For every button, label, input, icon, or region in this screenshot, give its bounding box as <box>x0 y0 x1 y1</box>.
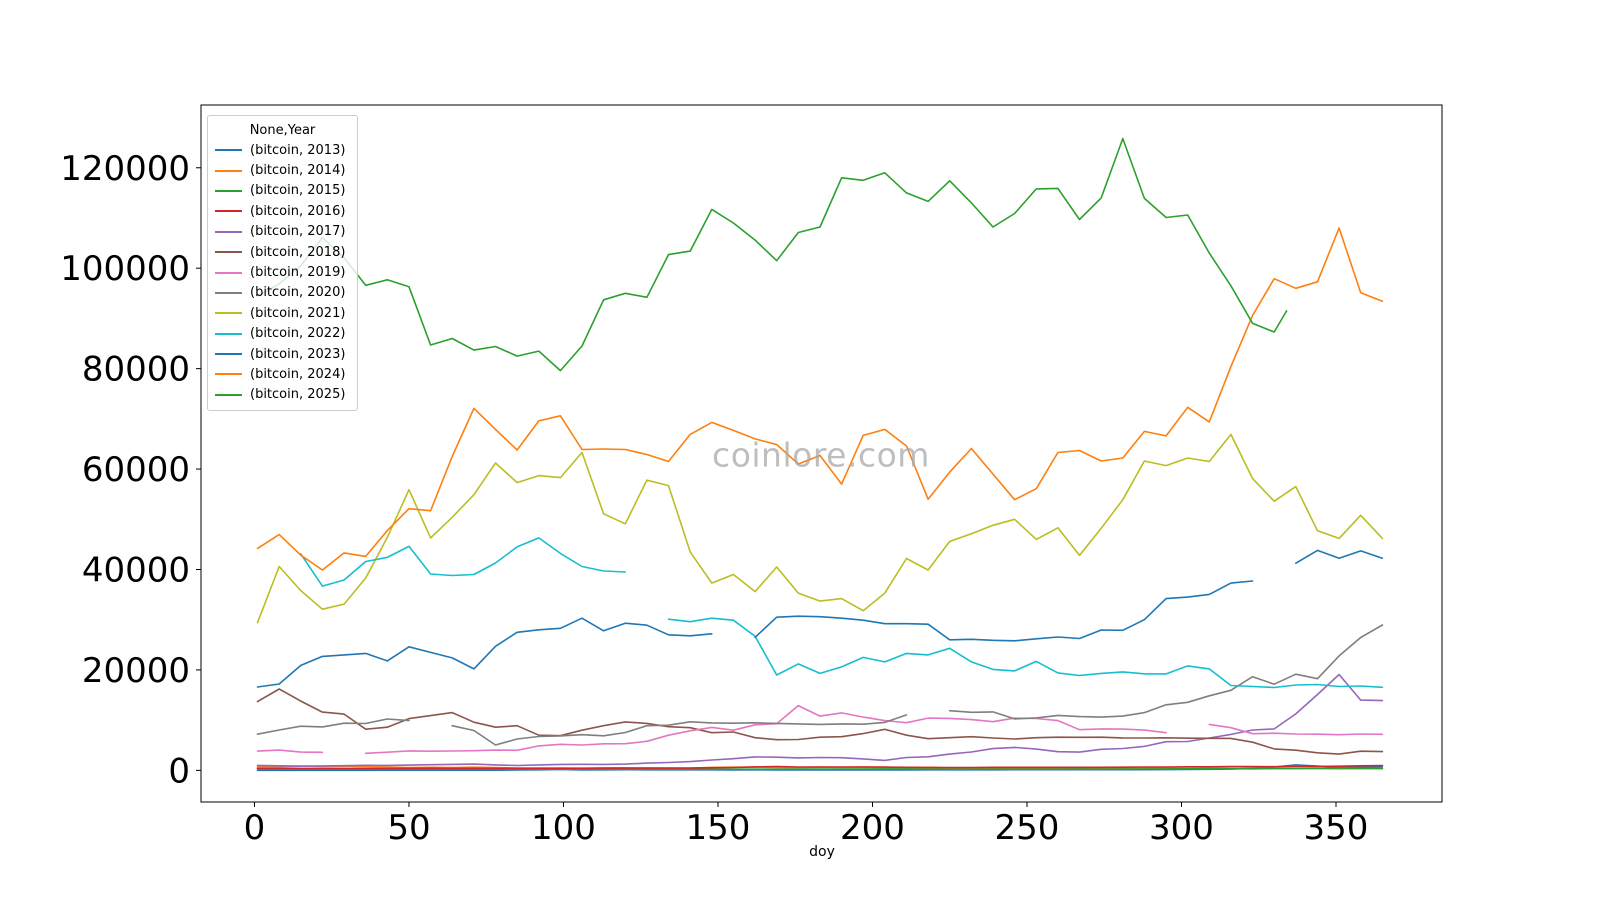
x-tick-label-350: 350 <box>1304 808 1369 848</box>
legend-line-swatch-2015 <box>215 189 242 192</box>
plot-area-border <box>200 104 1443 803</box>
legend-label-2024: (bitcoin, 2024) <box>250 366 346 382</box>
series-line-2018 <box>256 688 1384 755</box>
y-tick-label-0: 0 <box>168 751 190 791</box>
legend-label-2020: (bitcoin, 2020) <box>250 285 346 301</box>
x-tick-label-50: 50 <box>387 808 430 848</box>
legend-label-2025: (bitcoin, 2025) <box>250 387 346 403</box>
legend-label-2023: (bitcoin, 2023) <box>250 346 346 362</box>
legend-item-2025: (bitcoin, 2025) <box>214 385 351 405</box>
legend-label-2015: (bitcoin, 2015) <box>250 183 346 199</box>
legend-label-2016: (bitcoin, 2016) <box>250 203 346 219</box>
series-line-2016 <box>256 764 1384 770</box>
legend-line-swatch-2017 <box>215 230 242 233</box>
series-line-2024 <box>256 227 1384 571</box>
y-tick-label-20000: 20000 <box>82 651 190 691</box>
x-tick-label-0: 0 <box>244 808 266 848</box>
legend-label-2019: (bitcoin, 2019) <box>250 265 346 281</box>
legend-item-2014: (bitcoin, 2014) <box>214 160 351 180</box>
x-tick-label-300: 300 <box>1149 808 1214 848</box>
legend-line-swatch-2013 <box>215 149 242 152</box>
y-tick-label-100000: 100000 <box>60 249 190 289</box>
legend-item-2020: (bitcoin, 2020) <box>214 283 351 303</box>
legend-items: (bitcoin, 2013) (bitcoin, 2014) (bitcoin, … <box>214 140 351 405</box>
series-line-2023 <box>256 549 1384 688</box>
y-tick-label-40000: 40000 <box>82 550 190 590</box>
legend-item-2022: (bitcoin, 2022) <box>214 324 351 344</box>
legend-item-2013: (bitcoin, 2013) <box>214 140 351 160</box>
legend-line-swatch-2020 <box>215 291 242 294</box>
legend-label-2022: (bitcoin, 2022) <box>250 326 346 342</box>
legend-item-2017: (bitcoin, 2017) <box>214 222 351 242</box>
series-line-2020 <box>256 624 1384 746</box>
legend-line-swatch-2016 <box>215 210 242 213</box>
legend-line-swatch-2021 <box>215 312 242 315</box>
legend-item-2019: (bitcoin, 2019) <box>214 262 351 282</box>
x-tick-label-100: 100 <box>531 808 596 848</box>
legend-item-2015: (bitcoin, 2015) <box>214 181 351 201</box>
x-tick-label-250: 250 <box>995 808 1060 848</box>
legend-line-swatch-2022 <box>215 332 242 335</box>
legend-line-swatch-2023 <box>215 353 242 356</box>
legend-line-swatch-2024 <box>215 373 242 376</box>
legend: None,Year (bitcoin, 2013) (bitcoin, 2014)… <box>207 115 358 412</box>
legend-title: None,Year <box>249 123 316 138</box>
legend-line-swatch-2014 <box>215 169 242 172</box>
x-axis-label: doy <box>809 844 835 860</box>
legend-item-2016: (bitcoin, 2016) <box>214 201 351 221</box>
series-line-2025 <box>256 137 1288 372</box>
legend-line-swatch-2019 <box>215 271 242 274</box>
x-tick-label-200: 200 <box>840 808 905 848</box>
legend-label-2013: (bitcoin, 2013) <box>250 142 346 158</box>
watermark: coinlore.com <box>712 435 930 475</box>
legend-item-2018: (bitcoin, 2018) <box>214 242 351 262</box>
legend-item-2024: (bitcoin, 2024) <box>214 364 351 384</box>
series-line-2021 <box>256 433 1384 624</box>
legend-line-swatch-2025 <box>215 393 242 396</box>
series-line-2022 <box>300 537 1384 689</box>
series-line-2019 <box>256 704 1384 755</box>
legend-label-2017: (bitcoin, 2017) <box>250 224 346 240</box>
y-tick-label-120000: 120000 <box>60 149 190 189</box>
legend-label-2021: (bitcoin, 2021) <box>250 305 346 321</box>
legend-item-2021: (bitcoin, 2021) <box>214 303 351 323</box>
y-tick-label-60000: 60000 <box>82 450 190 490</box>
x-tick-label-150: 150 <box>686 808 751 848</box>
legend-line-swatch-2018 <box>215 251 242 254</box>
legend-label-2018: (bitcoin, 2018) <box>250 244 346 260</box>
y-tick-label-80000: 80000 <box>82 350 190 390</box>
series-line-2017 <box>256 673 1384 767</box>
legend-label-2014: (bitcoin, 2014) <box>250 163 346 179</box>
legend-item-2023: (bitcoin, 2023) <box>214 344 351 364</box>
